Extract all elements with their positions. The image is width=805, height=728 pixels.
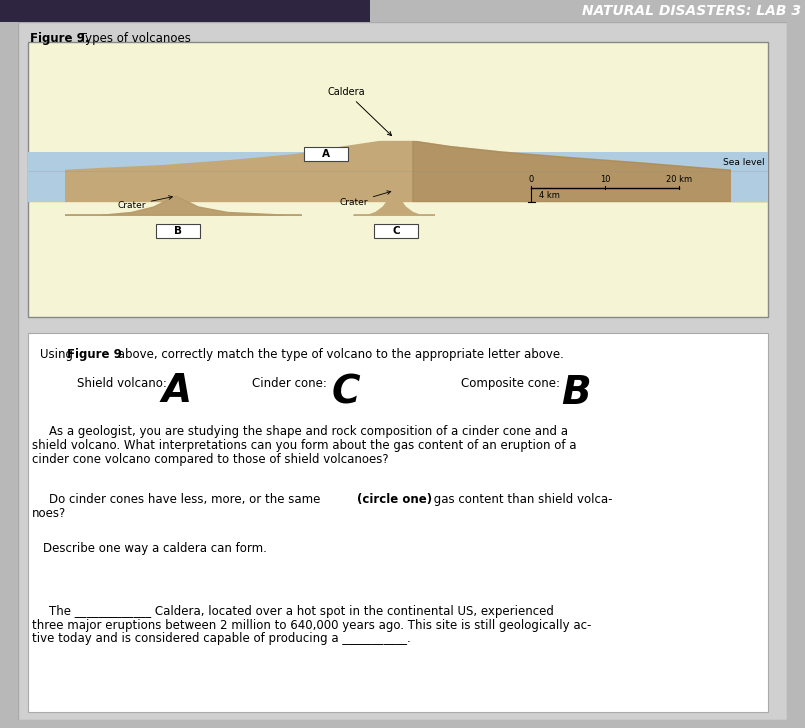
Text: C: C (332, 373, 361, 412)
Text: 10: 10 (600, 175, 610, 184)
Text: three major eruptions between 2 million to 640,000 years ago. This site is still: three major eruptions between 2 million … (32, 619, 591, 632)
FancyBboxPatch shape (28, 152, 768, 202)
Text: Crater: Crater (340, 191, 390, 207)
Text: The _____________ Caldera, located over a hot spot in the continental US, experi: The _____________ Caldera, located over … (49, 605, 555, 618)
FancyBboxPatch shape (304, 147, 348, 161)
Text: Composite cone:: Composite cone: (461, 376, 560, 389)
FancyBboxPatch shape (28, 333, 768, 712)
Text: Sea level: Sea level (723, 158, 764, 167)
Text: A: A (161, 372, 192, 410)
Text: B: B (562, 373, 591, 412)
Text: above, correctly match the type of volcano to the appropriate letter above.: above, correctly match the type of volca… (114, 347, 564, 360)
Text: Shield volcano:: Shield volcano: (76, 376, 167, 389)
Text: C: C (393, 226, 400, 236)
Text: Using: Using (39, 347, 76, 360)
Text: 0: 0 (529, 175, 534, 184)
Polygon shape (372, 138, 416, 141)
Text: noes?: noes? (32, 507, 66, 520)
Text: 4 km: 4 km (539, 191, 559, 200)
FancyBboxPatch shape (18, 22, 787, 720)
Text: Crater: Crater (118, 196, 172, 210)
Text: Do cinder cones have less, more, or the same: Do cinder cones have less, more, or the … (49, 494, 324, 507)
Text: A: A (322, 149, 330, 159)
Text: shield volcano. What interpretations can you form about the gas content of an er: shield volcano. What interpretations can… (32, 439, 576, 452)
Text: Caldera: Caldera (328, 87, 391, 135)
Text: gas content than shield volca-: gas content than shield volca- (430, 494, 613, 507)
Polygon shape (353, 191, 435, 215)
FancyBboxPatch shape (28, 42, 768, 317)
Text: Figure 9: Figure 9 (67, 347, 122, 360)
Polygon shape (65, 196, 302, 215)
FancyBboxPatch shape (0, 0, 370, 22)
Text: Describe one way a caldera can form.: Describe one way a caldera can form. (43, 542, 266, 555)
Text: tive today and is considered capable of producing a ___________.: tive today and is considered capable of … (32, 633, 411, 645)
Text: (circle one): (circle one) (357, 494, 432, 507)
FancyBboxPatch shape (731, 168, 768, 202)
Polygon shape (28, 141, 768, 202)
Polygon shape (65, 196, 302, 215)
Text: cinder cone volcano compared to those of shield volcanoes?: cinder cone volcano compared to those of… (32, 453, 389, 465)
FancyBboxPatch shape (28, 168, 65, 202)
Text: As a geologist, you are studying the shape and rock composition of a cinder cone: As a geologist, you are studying the sha… (49, 425, 568, 438)
Text: Cinder cone:: Cinder cone: (252, 376, 327, 389)
FancyBboxPatch shape (374, 224, 418, 238)
Text: 20 km: 20 km (667, 175, 692, 184)
Text: Types of volcanoes: Types of volcanoes (76, 33, 191, 45)
Text: NATURAL DISASTERS: LAB 3: NATURAL DISASTERS: LAB 3 (582, 4, 801, 18)
Polygon shape (413, 141, 768, 202)
FancyBboxPatch shape (156, 224, 200, 238)
Text: Figure 9.: Figure 9. (30, 33, 89, 45)
Text: B: B (174, 226, 182, 236)
